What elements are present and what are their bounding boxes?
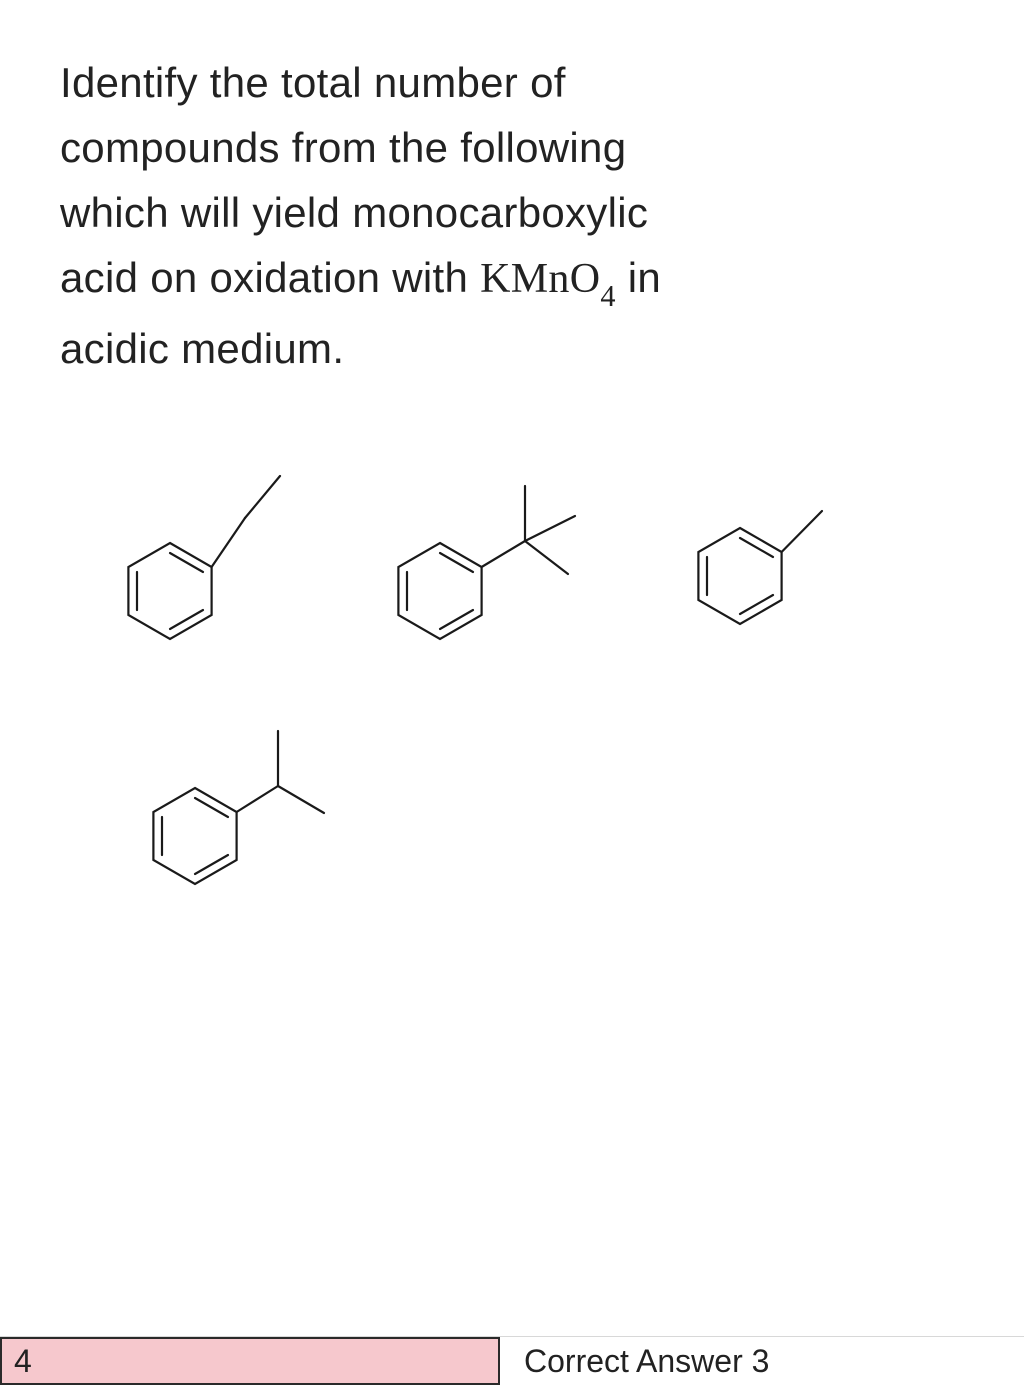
- q-line3: which will yield monocarboxylic: [60, 189, 648, 236]
- q-line5: acidic medium.: [60, 325, 344, 372]
- formula-main: KMnO: [480, 256, 600, 302]
- structure-toluene: [660, 456, 850, 656]
- q-line4-pre: acid on oxidation with: [60, 254, 480, 301]
- correct-answer-label: Correct Answer 3: [524, 1343, 769, 1380]
- formula: KMnO4: [480, 256, 616, 302]
- question-block: Identify the total number of compounds f…: [0, 0, 1024, 911]
- q-line2: compounds from the following: [60, 124, 626, 171]
- q-line4-post: in: [616, 254, 661, 301]
- structures-row-1: [90, 446, 964, 666]
- structures-panel: [60, 446, 964, 911]
- answer-row: 4 Correct Answer 3: [0, 1337, 1024, 1385]
- answer-footer: 4 Correct Answer 3: [0, 1336, 1024, 1385]
- structures-row-2: [90, 691, 964, 911]
- structure-tert-butylbenzene: [350, 446, 600, 666]
- q-line1: Identify the total number of: [60, 59, 566, 106]
- structure-ethylbenzene: [90, 446, 290, 666]
- question-text: Identify the total number of compounds f…: [60, 50, 964, 381]
- structure-cumene: [110, 691, 340, 911]
- user-answer-box[interactable]: 4: [0, 1337, 500, 1385]
- user-answer-value: 4: [14, 1343, 32, 1380]
- formula-sub: 4: [600, 279, 615, 313]
